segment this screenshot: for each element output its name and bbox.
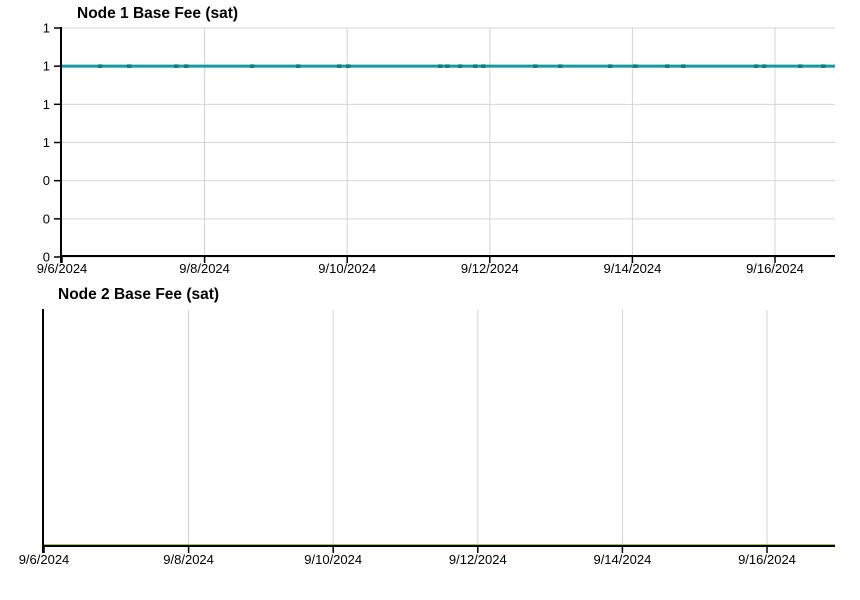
y-tick-label: 1 bbox=[43, 135, 50, 150]
series-point-marker bbox=[633, 64, 638, 68]
series-point-marker bbox=[127, 64, 132, 68]
series-point-marker bbox=[98, 64, 103, 68]
series-point-marker bbox=[458, 64, 463, 68]
series-point-marker bbox=[762, 64, 767, 68]
node2-plot-area: 9/6/2024 9/8/2024 9/10/2024 9/12/2024 9/14/2… bbox=[19, 309, 835, 567]
x-tick-label: 9/14/2024 bbox=[593, 552, 651, 567]
x-tick-label: 9/16/2024 bbox=[738, 552, 796, 567]
y-tick-label: 0 bbox=[43, 211, 50, 226]
x-tick-label: 9/10/2024 bbox=[304, 552, 362, 567]
y-tick-label: 1 bbox=[43, 97, 50, 112]
x-tick-label: 9/6/2024 bbox=[19, 552, 70, 567]
series-point-marker bbox=[473, 64, 478, 68]
x-tick-label: 9/8/2024 bbox=[163, 552, 214, 567]
series-point-marker bbox=[337, 64, 342, 68]
series-point-marker bbox=[445, 64, 450, 68]
series-point-marker bbox=[174, 64, 179, 68]
series-point-marker bbox=[608, 64, 613, 68]
series-point-marker bbox=[558, 64, 563, 68]
series-point-marker bbox=[665, 64, 670, 68]
node1-chart-title: Node 1 Base Fee (sat) bbox=[77, 5, 239, 22]
x-tick-label: 9/6/2024 bbox=[37, 261, 88, 276]
y-tick-label: 0 bbox=[43, 173, 50, 188]
node2-base-fee-chart: 9/6/2024 9/8/2024 9/10/2024 9/12/2024 9/14/2… bbox=[0, 282, 860, 600]
y-tick-label: 1 bbox=[43, 21, 50, 36]
series-point-marker bbox=[438, 64, 443, 68]
x-tick-label: 9/16/2024 bbox=[746, 261, 804, 276]
node2-chart-title: Node 2 Base Fee (sat) bbox=[58, 286, 220, 303]
series-point-marker bbox=[798, 64, 803, 68]
node1-base-fee-chart: 1 1 1 1 0 0 0 9/6/2024 9/8/2024 9/10/2024 9/12/202… bbox=[0, 0, 860, 282]
series-point-marker bbox=[821, 64, 826, 68]
series-point-marker bbox=[346, 64, 351, 68]
y-tick-label: 0 bbox=[43, 250, 50, 265]
x-tick-label: 9/8/2024 bbox=[179, 261, 230, 276]
x-tick-label: 9/14/2024 bbox=[603, 261, 661, 276]
series-point-marker bbox=[681, 64, 686, 68]
series-point-marker bbox=[754, 64, 759, 68]
series-point-marker bbox=[481, 64, 486, 68]
x-tick-label: 9/12/2024 bbox=[449, 552, 507, 567]
x-tick-label: 9/10/2024 bbox=[318, 261, 376, 276]
x-tick-label: 9/12/2024 bbox=[461, 261, 519, 276]
series-point-marker bbox=[184, 64, 189, 68]
series-point-marker bbox=[533, 64, 538, 68]
series-point-marker bbox=[296, 64, 301, 68]
series-point-marker bbox=[250, 64, 255, 68]
y-tick-label: 1 bbox=[43, 59, 50, 74]
